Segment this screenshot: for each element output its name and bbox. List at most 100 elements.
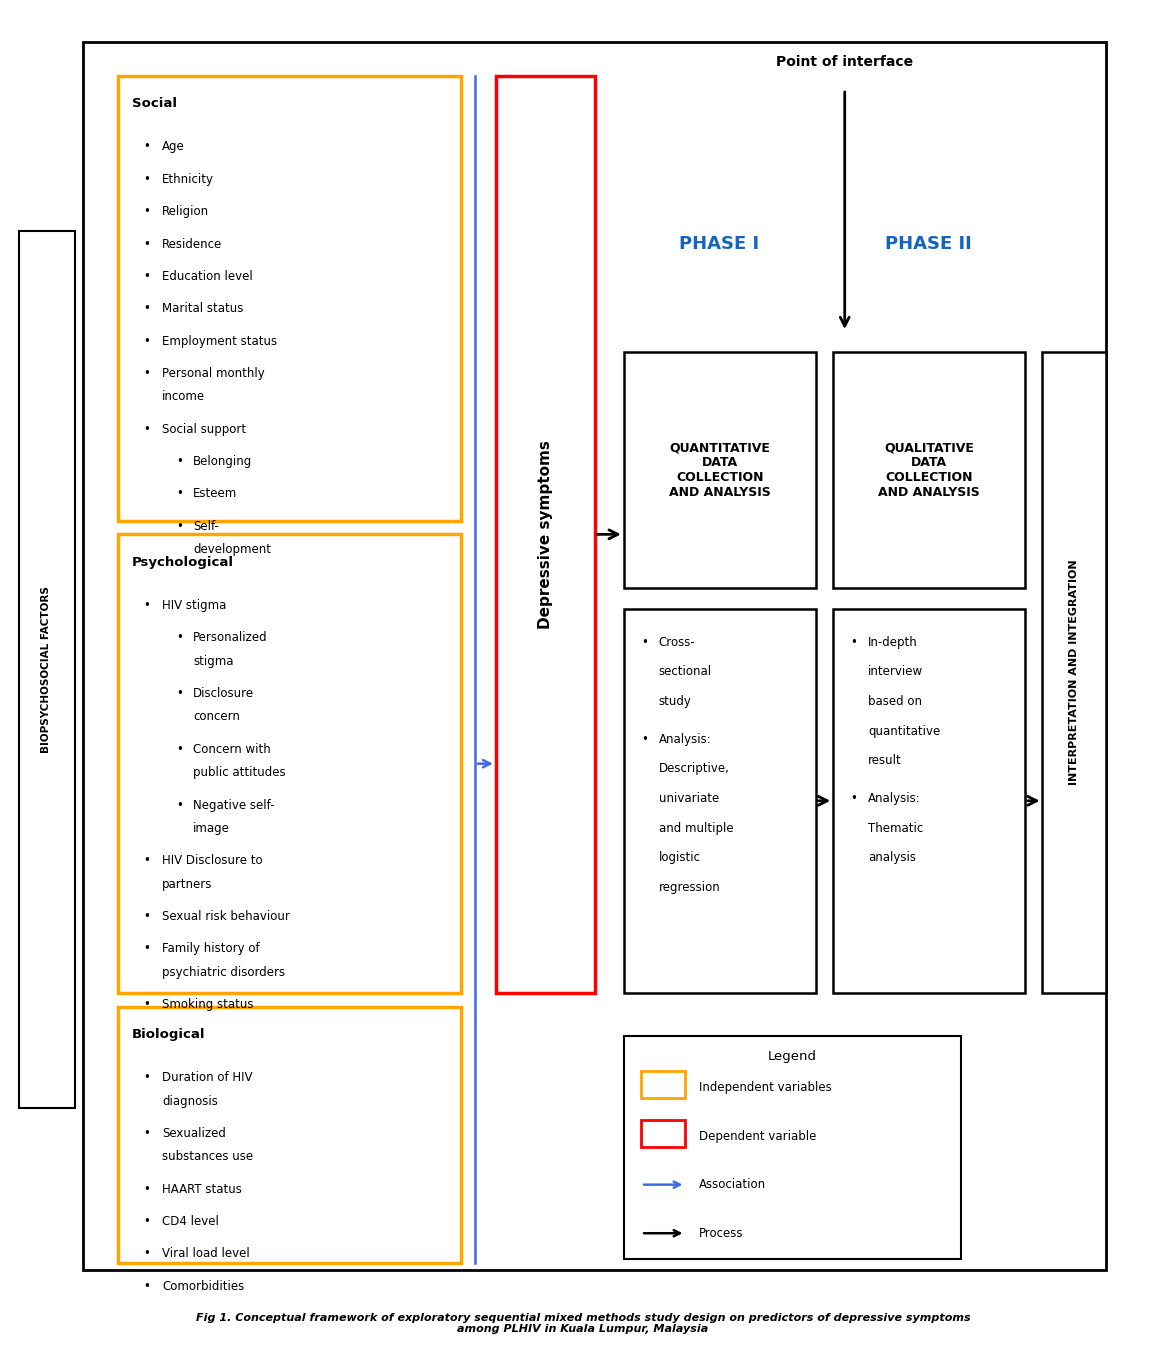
Text: development: development — [194, 544, 272, 556]
Text: Self-: Self- — [194, 521, 219, 533]
Text: Ethnicity: Ethnicity — [162, 173, 213, 185]
Text: Duration of HIV: Duration of HIV — [162, 1071, 252, 1084]
FancyBboxPatch shape — [833, 608, 1025, 994]
Text: regression: regression — [659, 882, 721, 894]
Text: substances use: substances use — [162, 1151, 253, 1163]
Text: •: • — [176, 456, 183, 468]
Text: quantitative: quantitative — [868, 725, 940, 738]
FancyBboxPatch shape — [83, 42, 1107, 1270]
FancyBboxPatch shape — [118, 1006, 461, 1263]
Text: Independent variables: Independent variables — [700, 1082, 833, 1094]
FancyBboxPatch shape — [624, 1036, 961, 1259]
Text: Descriptive,: Descriptive, — [659, 763, 730, 775]
Text: Thematic: Thematic — [868, 822, 923, 834]
Text: •: • — [176, 742, 183, 756]
Text: Family history of: Family history of — [162, 942, 260, 956]
Text: HIV stigma: HIV stigma — [162, 599, 226, 612]
Text: •: • — [143, 910, 150, 923]
Text: •: • — [176, 631, 183, 645]
Text: Biological: Biological — [132, 1028, 205, 1041]
Text: Sexual risk behaviour: Sexual risk behaviour — [162, 910, 290, 923]
FancyBboxPatch shape — [118, 534, 461, 994]
Text: psychiatric disorders: psychiatric disorders — [162, 965, 285, 979]
Text: Analysis:: Analysis: — [659, 733, 711, 746]
Text: Point of interface: Point of interface — [777, 55, 913, 69]
FancyBboxPatch shape — [624, 608, 816, 994]
Text: income: income — [162, 391, 205, 403]
Text: PHASE II: PHASE II — [885, 235, 971, 253]
Text: partners: partners — [162, 877, 212, 891]
Text: Legend: Legend — [768, 1049, 817, 1063]
Text: univariate: univariate — [659, 792, 719, 804]
Text: •: • — [641, 733, 648, 746]
Text: HIV Disclosure to: HIV Disclosure to — [162, 854, 262, 867]
Text: Social: Social — [132, 97, 177, 110]
Text: Sexualized: Sexualized — [162, 1128, 226, 1140]
Text: diagnosis: diagnosis — [162, 1095, 218, 1107]
Text: •: • — [143, 303, 150, 315]
Text: Process: Process — [700, 1226, 744, 1240]
Text: and multiple: and multiple — [659, 822, 733, 834]
Text: •: • — [143, 335, 150, 347]
Text: •: • — [143, 1215, 150, 1228]
Text: PHASE I: PHASE I — [679, 235, 759, 253]
Text: •: • — [143, 141, 150, 153]
Text: Marital status: Marital status — [162, 303, 244, 315]
FancyBboxPatch shape — [641, 1071, 686, 1098]
Text: image: image — [194, 822, 230, 836]
Text: interview: interview — [868, 665, 923, 679]
Text: Education level: Education level — [162, 270, 253, 283]
Text: •: • — [143, 206, 150, 218]
FancyBboxPatch shape — [19, 231, 75, 1107]
Text: •: • — [143, 1183, 150, 1195]
Text: •: • — [176, 488, 183, 500]
Text: •: • — [143, 1128, 150, 1140]
Text: •: • — [143, 854, 150, 867]
Text: Disclosure: Disclosure — [194, 687, 254, 700]
Text: Association: Association — [700, 1178, 766, 1191]
Text: Psychological: Psychological — [132, 556, 233, 569]
Text: study: study — [659, 695, 691, 708]
Text: concern: concern — [194, 711, 240, 723]
Text: HAART status: HAART status — [162, 1183, 241, 1195]
Text: •: • — [143, 173, 150, 185]
Text: result: result — [868, 754, 901, 767]
Text: •: • — [143, 1071, 150, 1084]
Text: Age: Age — [162, 141, 184, 153]
Text: public attitudes: public attitudes — [194, 767, 286, 779]
Text: Residence: Residence — [162, 238, 223, 250]
Text: Negative self-: Negative self- — [194, 799, 275, 811]
Text: QUALITATIVE
DATA
COLLECTION
AND ANALYSIS: QUALITATIVE DATA COLLECTION AND ANALYSIS — [878, 441, 979, 499]
FancyBboxPatch shape — [118, 76, 461, 521]
Text: Cross-: Cross- — [659, 635, 695, 649]
Text: Personal monthly: Personal monthly — [162, 366, 265, 380]
Text: •: • — [143, 270, 150, 283]
Text: •: • — [176, 521, 183, 533]
Text: •: • — [176, 687, 183, 700]
Text: •: • — [143, 423, 150, 435]
Text: Concern with: Concern with — [194, 742, 271, 756]
Text: Employment status: Employment status — [162, 335, 278, 347]
Text: •: • — [850, 635, 857, 649]
Text: Dependent variable: Dependent variable — [700, 1129, 816, 1142]
Text: stigma: stigma — [194, 654, 234, 668]
Text: Social support: Social support — [162, 423, 246, 435]
Text: •: • — [143, 238, 150, 250]
Text: Smoking status: Smoking status — [162, 998, 253, 1011]
Text: CD4 level: CD4 level — [162, 1215, 219, 1228]
Text: sectional: sectional — [659, 665, 711, 679]
Text: Comorbidities: Comorbidities — [162, 1280, 244, 1293]
Text: based on: based on — [868, 695, 922, 708]
Text: logistic: logistic — [659, 852, 701, 864]
FancyBboxPatch shape — [496, 76, 595, 994]
Text: Analysis:: Analysis: — [868, 792, 921, 804]
Text: Religion: Religion — [162, 206, 209, 218]
FancyBboxPatch shape — [641, 1119, 686, 1146]
Text: •: • — [641, 635, 648, 649]
Text: •: • — [143, 1248, 150, 1260]
Text: •: • — [143, 942, 150, 956]
Text: Viral load level: Viral load level — [162, 1248, 250, 1260]
Text: •: • — [850, 792, 857, 804]
Text: •: • — [143, 1280, 150, 1293]
Text: Esteem: Esteem — [194, 488, 238, 500]
